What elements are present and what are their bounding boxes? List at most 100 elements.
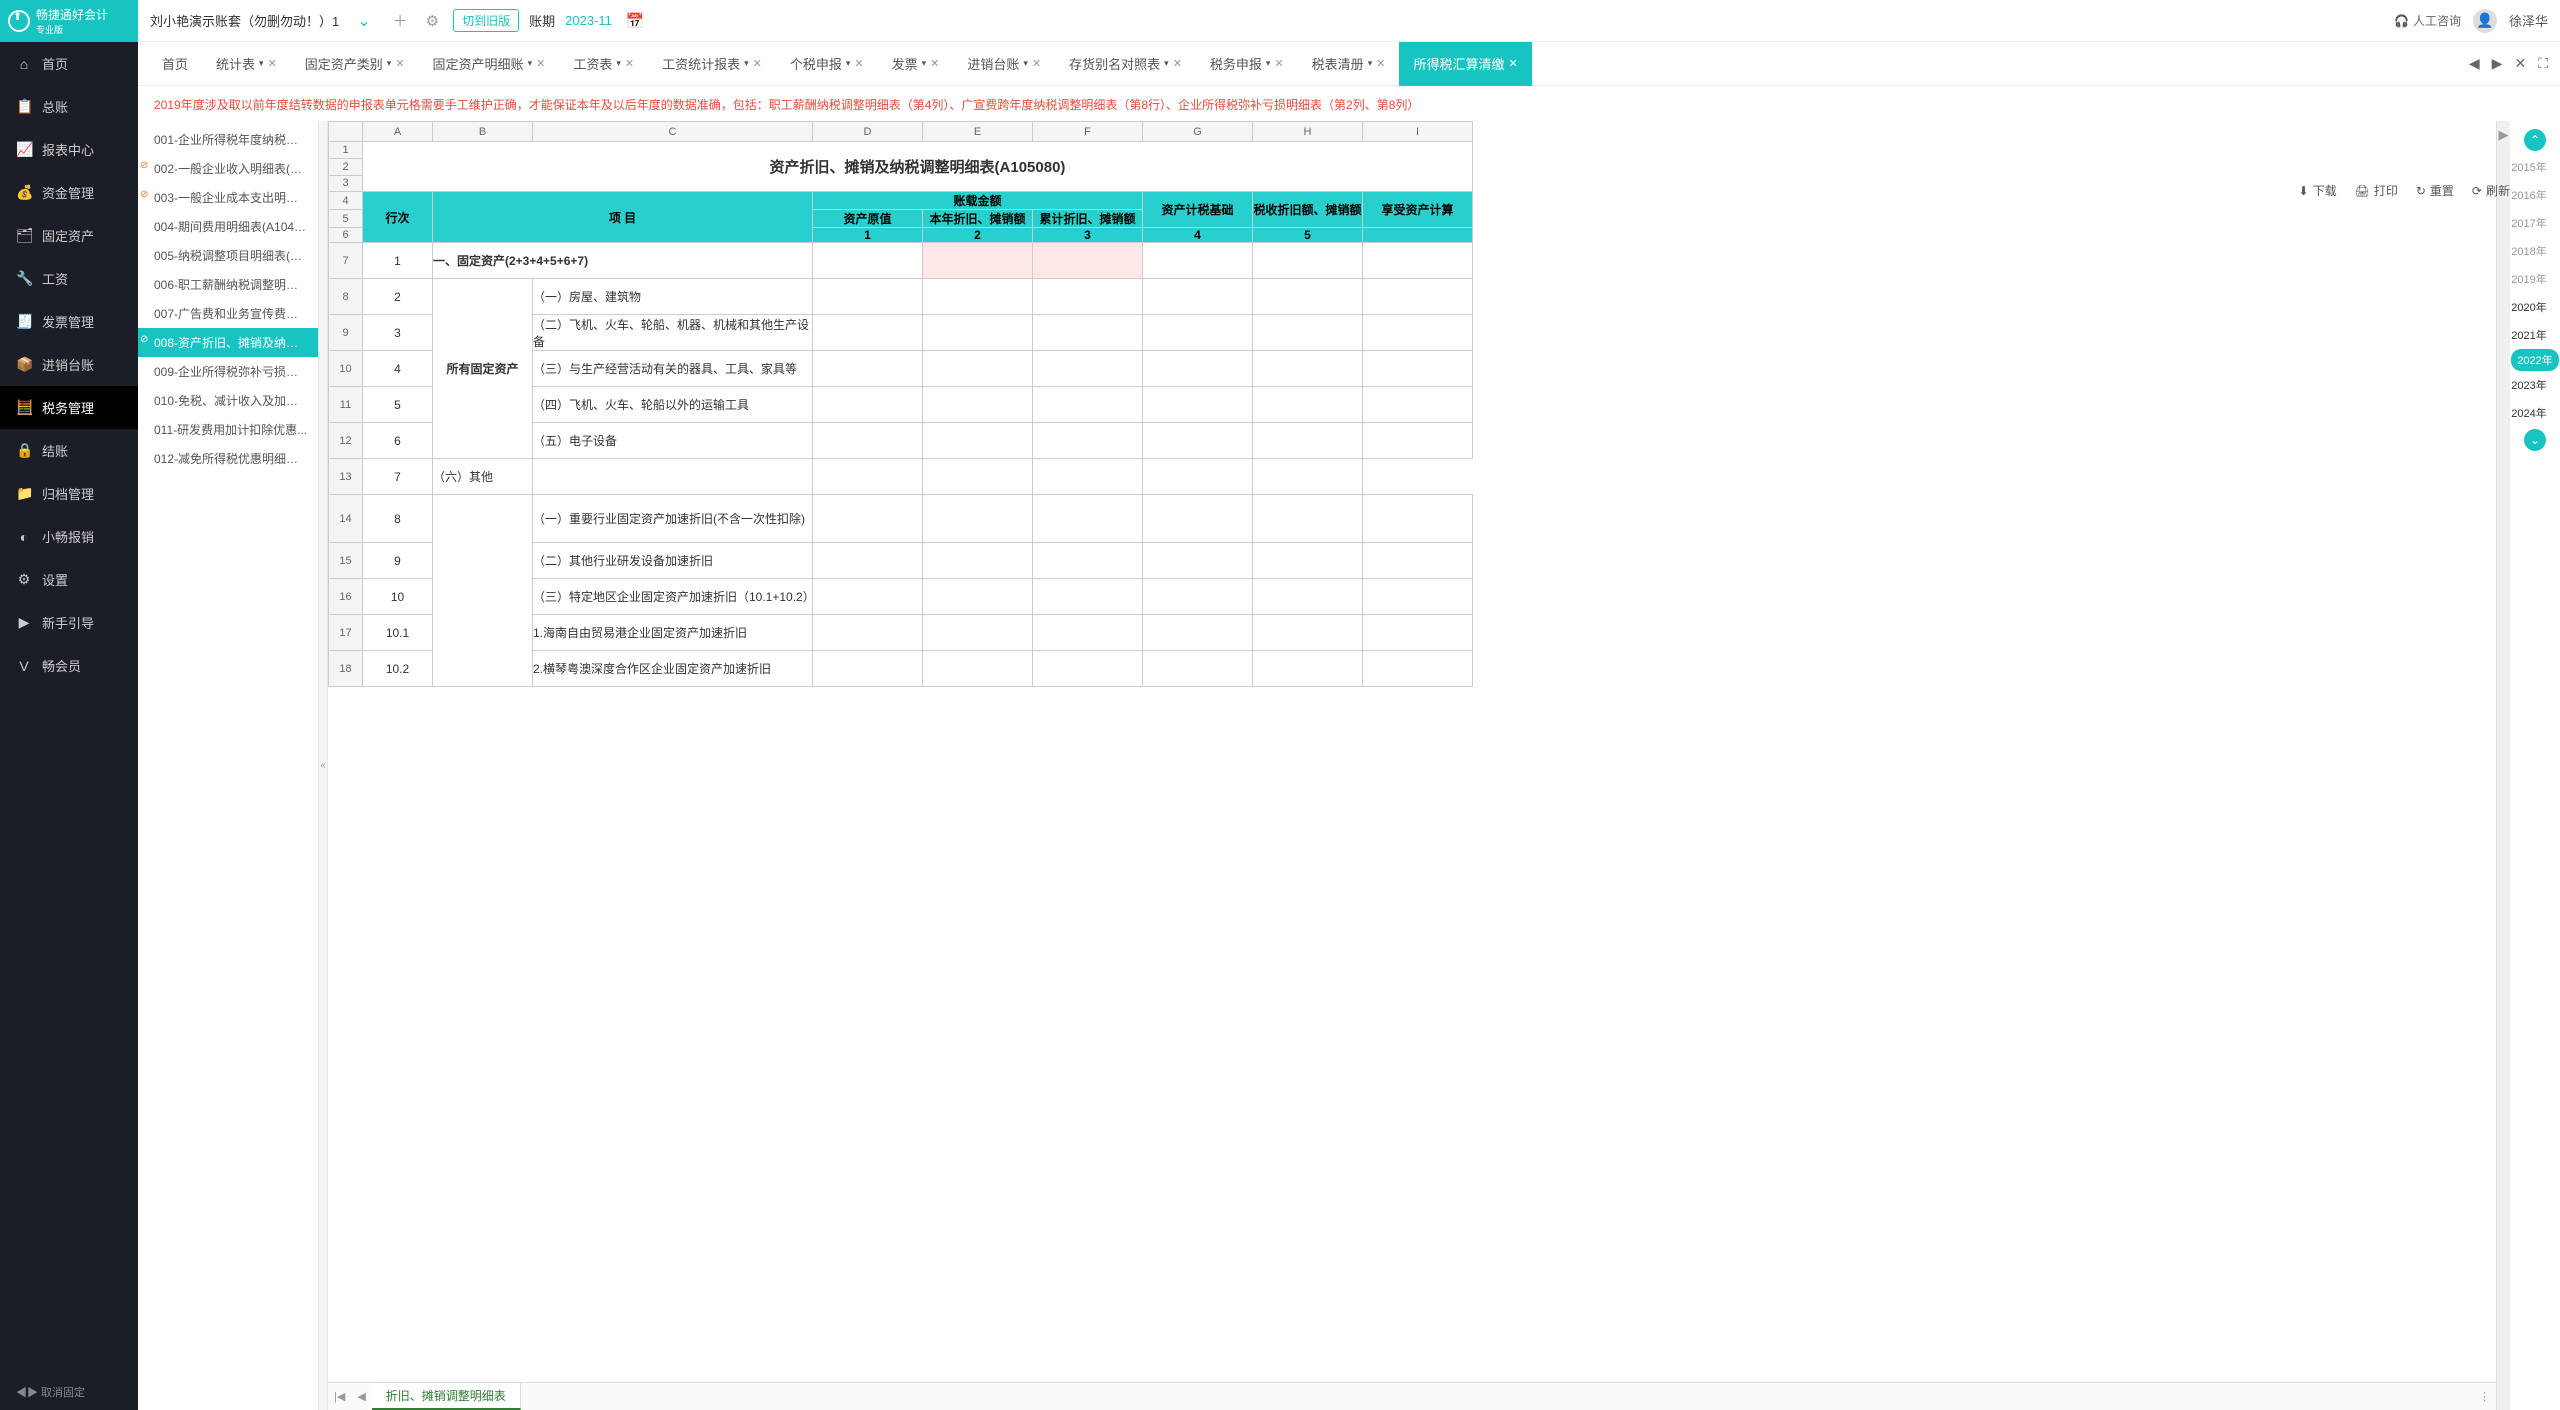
close-icon[interactable]: ✕ — [753, 57, 762, 70]
close-icon[interactable]: ✕ — [395, 57, 404, 70]
form-item-5[interactable]: 006-职工薪酬纳税调整明细... — [138, 270, 318, 299]
row-header-1[interactable]: 1 — [329, 142, 363, 159]
cell[interactable] — [813, 615, 923, 651]
form-item-7[interactable]: ⊘008-资产折旧、摊销及纳税... — [138, 328, 318, 357]
cell[interactable] — [813, 387, 923, 423]
cell[interactable] — [1363, 279, 1473, 315]
cell[interactable] — [923, 351, 1033, 387]
cell[interactable] — [1253, 495, 1363, 543]
tab-11[interactable]: 税表清册▾✕ — [1298, 42, 1400, 86]
tab-2[interactable]: 固定资产类别▾✕ — [291, 42, 419, 86]
tab-8[interactable]: 进销台账▾✕ — [953, 42, 1055, 86]
cell[interactable] — [1033, 543, 1143, 579]
fullscreen-icon[interactable]: ⛶ — [2536, 53, 2550, 74]
row-header-9[interactable]: 9 — [329, 315, 363, 351]
sheet-tab-first-icon[interactable]: |◀ — [328, 1390, 351, 1403]
cell[interactable] — [923, 387, 1033, 423]
cell[interactable] — [923, 495, 1033, 543]
col-header-B[interactable]: B — [433, 122, 533, 142]
col-header-A[interactable]: A — [363, 122, 433, 142]
cell[interactable] — [1143, 423, 1253, 459]
cell[interactable] — [1143, 387, 1253, 423]
cell[interactable] — [1033, 459, 1143, 495]
cell[interactable] — [923, 651, 1033, 687]
col-header-H[interactable]: H — [1253, 122, 1363, 142]
collapse-handle[interactable]: « — [318, 121, 328, 1410]
form-item-4[interactable]: 005-纳税调整项目明细表(A1... — [138, 241, 318, 270]
cell[interactable] — [1033, 387, 1143, 423]
cell[interactable] — [533, 459, 813, 495]
sheet-tab-prev-icon[interactable]: ◀ — [351, 1390, 371, 1403]
year-2016年[interactable]: 2016年 — [2511, 181, 2558, 209]
year-2017年[interactable]: 2017年 — [2511, 209, 2558, 237]
year-down-icon[interactable]: ⌄ — [2524, 429, 2546, 451]
cell[interactable] — [1033, 495, 1143, 543]
cell[interactable] — [1363, 387, 1473, 423]
close-icon[interactable]: ✕ — [930, 57, 939, 70]
cell[interactable] — [1033, 579, 1143, 615]
account-dropdown-icon[interactable]: ⌄ — [349, 11, 378, 31]
close-icon[interactable]: ✕ — [1376, 57, 1385, 70]
cell[interactable] — [1363, 423, 1473, 459]
nav-item-11[interactable]: ◐小畅报销 — [0, 515, 138, 558]
form-item-0[interactable]: 001-企业所得税年度纳税申... — [138, 125, 318, 154]
close-icon[interactable]: ✕ — [1274, 57, 1283, 70]
close-icon[interactable]: ✕ — [625, 57, 634, 70]
cell[interactable] — [1253, 579, 1363, 615]
cell[interactable] — [1363, 495, 1473, 543]
cell[interactable] — [1033, 423, 1143, 459]
cell[interactable] — [1143, 315, 1253, 351]
cell[interactable] — [1033, 243, 1143, 279]
sheet-tab-menu-icon[interactable]: ⋮ — [2473, 1390, 2496, 1403]
row-header-8[interactable]: 8 — [329, 279, 363, 315]
row-header-16[interactable]: 16 — [329, 579, 363, 615]
nav-item-4[interactable]: 🗂固定资产 — [0, 214, 138, 257]
form-item-11[interactable]: 012-减免所得税优惠明细表(... — [138, 444, 318, 473]
form-item-1[interactable]: ⊘002-一般企业收入明细表(A10... — [138, 154, 318, 183]
form-item-9[interactable]: 010-免税、减计收入及加计... — [138, 386, 318, 415]
col-header-G[interactable]: G — [1143, 122, 1253, 142]
cell[interactable] — [1363, 615, 1473, 651]
row-header-17[interactable]: 17 — [329, 615, 363, 651]
cell[interactable] — [1253, 423, 1363, 459]
nav-item-6[interactable]: 🧾发票管理 — [0, 300, 138, 343]
row-header-7[interactable]: 7 — [329, 243, 363, 279]
tab-3[interactable]: 固定资产明细账▾✕ — [419, 42, 560, 86]
nav-item-14[interactable]: V畅会员 — [0, 644, 138, 687]
year-up-icon[interactable]: ⌃ — [2524, 129, 2546, 151]
form-item-2[interactable]: ⊘003-一般企业成本支出明细... — [138, 183, 318, 212]
tab-12[interactable]: 所得税汇算清缴✕ — [1399, 42, 1531, 86]
cell[interactable] — [1143, 495, 1253, 543]
cell[interactable] — [1363, 579, 1473, 615]
nav-item-1[interactable]: 📋总账 — [0, 85, 138, 128]
form-item-6[interactable]: 007-广告费和业务宣传费跨... — [138, 299, 318, 328]
period-value[interactable]: 2023-11 — [565, 13, 612, 28]
cell[interactable] — [813, 279, 923, 315]
nav-item-2[interactable]: 📈报表中心 — [0, 128, 138, 171]
cell[interactable] — [1363, 543, 1473, 579]
avatar[interactable]: 👤 — [2473, 9, 2497, 33]
tab-4[interactable]: 工资表▾✕ — [559, 42, 648, 86]
nav-item-12[interactable]: ⚙设置 — [0, 558, 138, 601]
nav-item-10[interactable]: 📁归档管理 — [0, 472, 138, 515]
cell[interactable] — [1033, 615, 1143, 651]
cell[interactable] — [1253, 243, 1363, 279]
row-header-2[interactable]: 2 — [329, 158, 363, 175]
nav-item-7[interactable]: 📦进销台账 — [0, 343, 138, 386]
cell[interactable] — [813, 243, 923, 279]
cell[interactable] — [923, 543, 1033, 579]
close-icon[interactable]: ✕ — [536, 57, 545, 70]
row-header-14[interactable]: 14 — [329, 495, 363, 543]
tab-next-icon[interactable]: ▶ — [2490, 53, 2505, 74]
tab-9[interactable]: 存货别名对照表▾✕ — [1055, 42, 1196, 86]
nav-item-5[interactable]: 🔧工资 — [0, 257, 138, 300]
row-header-10[interactable]: 10 — [329, 351, 363, 387]
row-header-11[interactable]: 11 — [329, 387, 363, 423]
cell[interactable] — [923, 243, 1033, 279]
col-header-D[interactable]: D — [813, 122, 923, 142]
cell[interactable] — [1033, 351, 1143, 387]
help-link[interactable]: 🎧 人工咨询 — [2394, 12, 2461, 29]
year-2022年[interactable]: 2022年 — [2511, 349, 2558, 371]
cell[interactable] — [923, 279, 1033, 315]
cell[interactable] — [1143, 651, 1253, 687]
